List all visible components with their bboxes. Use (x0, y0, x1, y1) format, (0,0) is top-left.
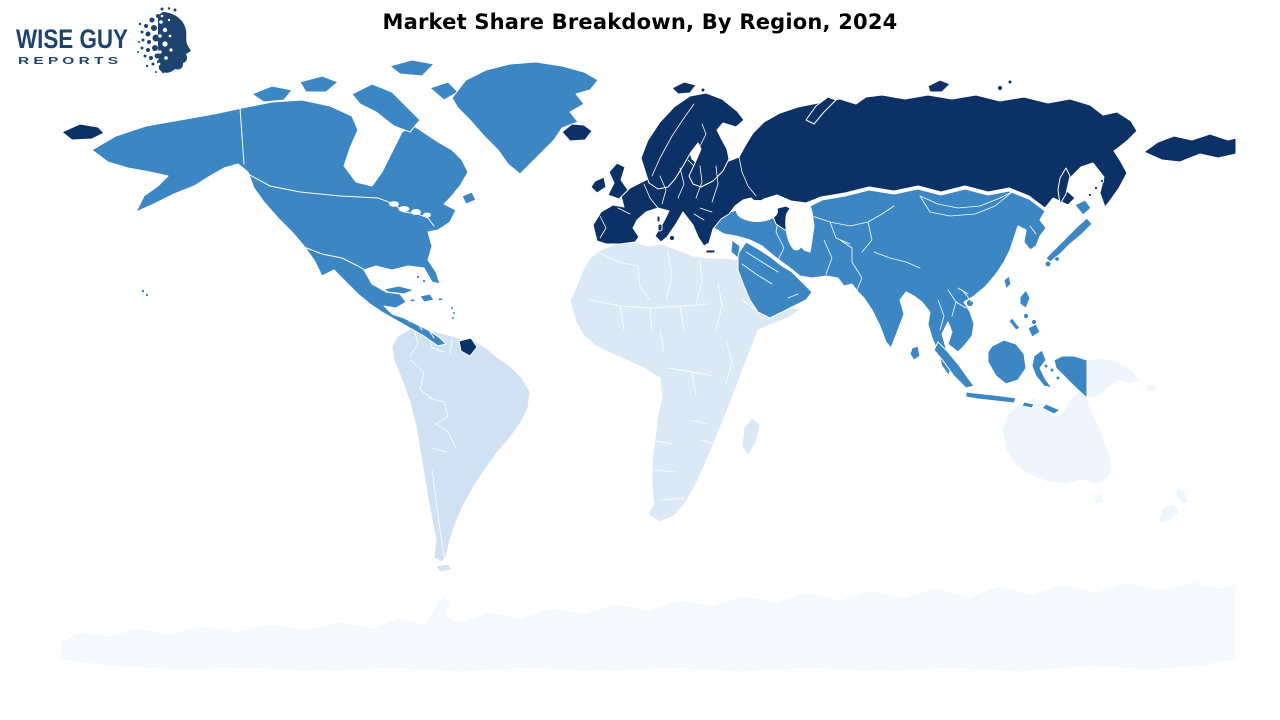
inland-seas (736, 200, 807, 251)
chart-title: Market Share Breakdown, By Region, 2024 (382, 10, 898, 34)
region-north-america (91, 59, 599, 347)
africa-country-borders (589, 251, 771, 501)
logo-head-dots (157, 14, 173, 66)
region-africa (569, 241, 801, 523)
great-lakes (389, 201, 431, 218)
logo-subtext: R E P O R T S (18, 55, 118, 67)
region-europe-russia (61, 79, 1237, 357)
asia-country-borders (741, 191, 1037, 331)
wise-guy-reports-logo: WISE GUY R E P O R T S (16, 7, 191, 74)
region-antarctica (59, 581, 1237, 673)
logo-head-icon (137, 7, 191, 74)
logo-wordmark: WISE GUY (16, 24, 128, 54)
region-south-america (391, 327, 531, 573)
north-america-country-borders (239, 107, 435, 339)
region-oceania (1001, 357, 1191, 525)
region-asia (713, 188, 1093, 415)
europe-country-borders (599, 103, 757, 239)
